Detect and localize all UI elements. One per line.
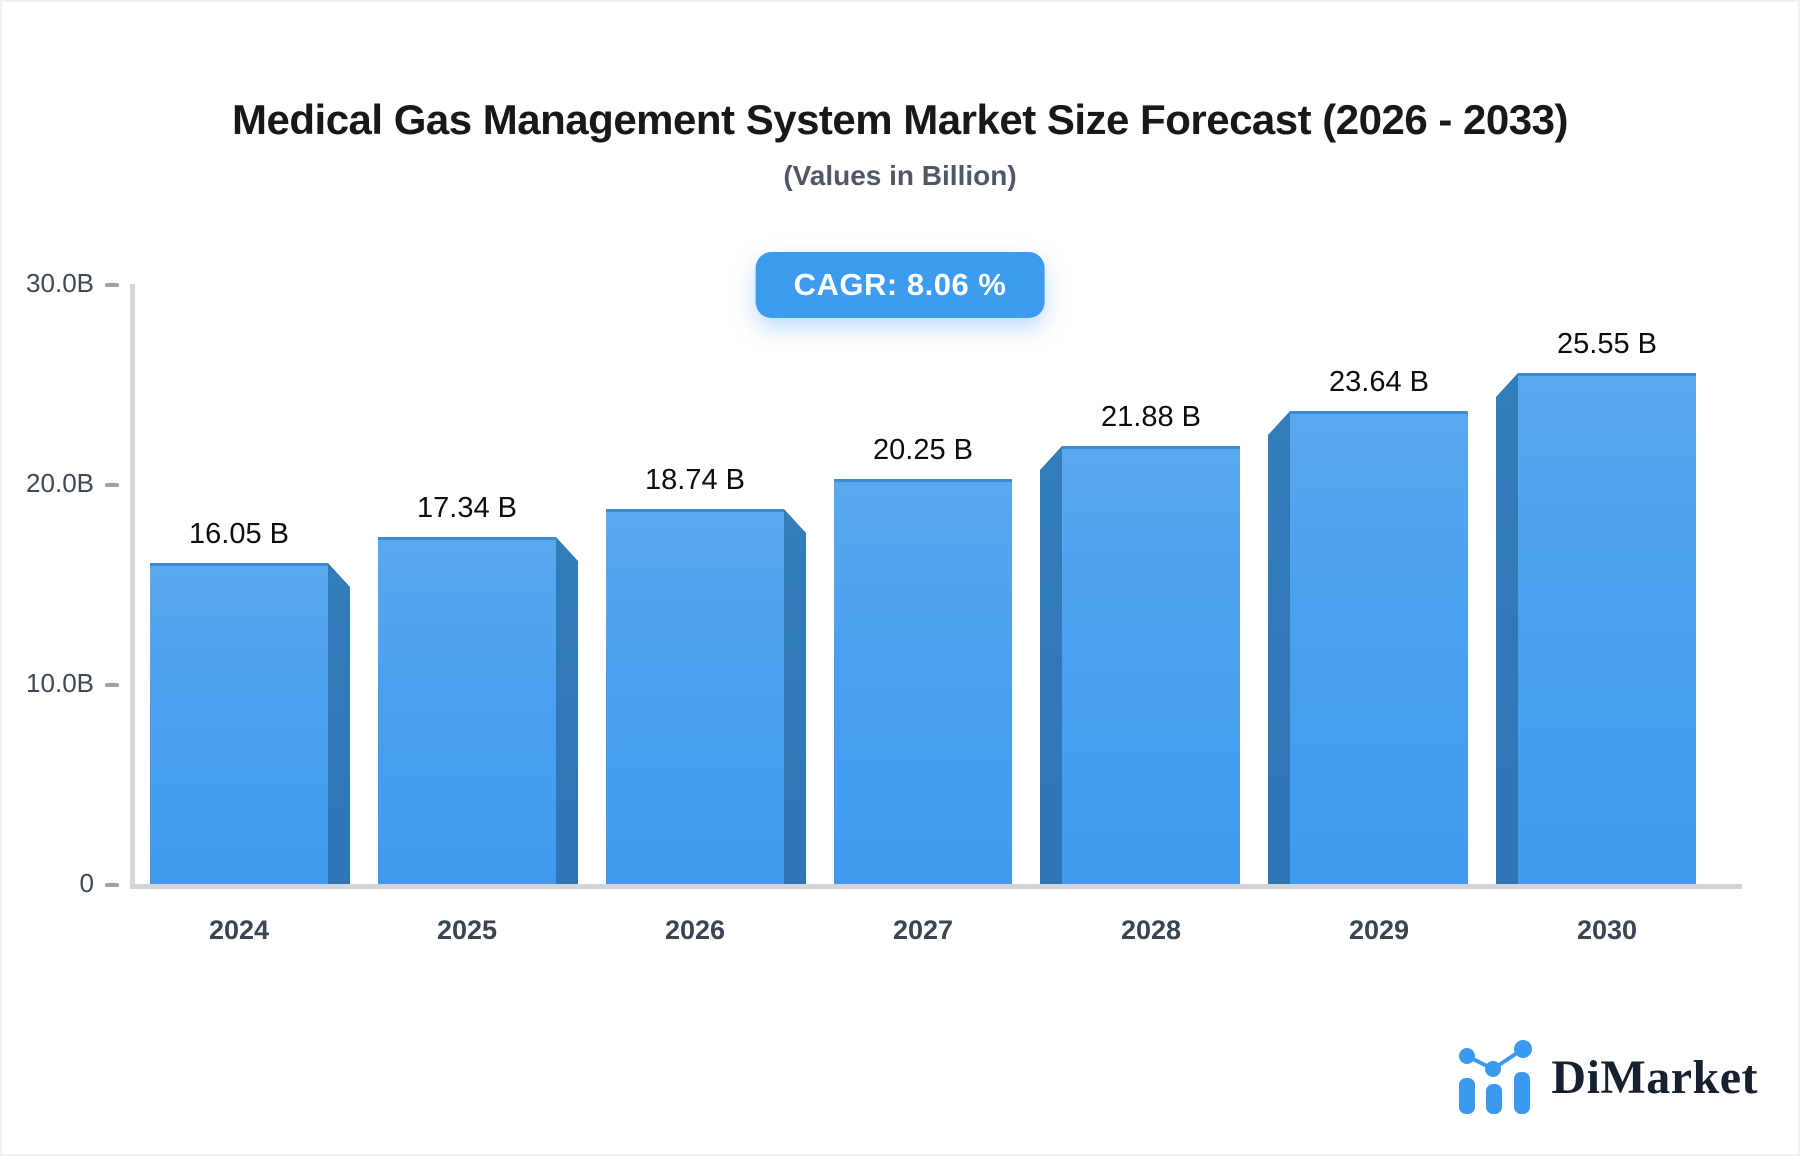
x-axis-label-2030: 2030 [1576,915,1638,945]
bar-2029 [1290,411,1468,884]
y-tick-mark [105,483,119,487]
bar-value-label: 25.55 B [1557,328,1657,360]
x-axis-label-2028: 2028 [1120,915,1182,945]
bar-2026 [606,509,784,884]
chart-subtitle: (Values in Billion) [783,160,1017,191]
y-tick-mark [105,283,119,287]
bar-side-bevel [784,509,806,884]
x-axis-label-2027: 2027 [892,915,954,945]
x-axis-label-2029: 2029 [1348,915,1410,945]
y-axis-label: 20.0B [26,468,94,498]
bar-side-bevel [328,563,350,884]
y-axis-label: 0 [79,868,94,898]
bar-value-label: 18.74 B [645,464,745,496]
x-axis-label-2026: 2026 [664,915,726,945]
y-axis-label: 10.0B [26,668,94,698]
bar-2024 [150,563,328,884]
bar-side-bevel [1496,373,1518,884]
bar-value-label: 23.64 B [1329,366,1429,398]
bar-side-bevel [1268,411,1290,884]
brand-logo: DiMarket [1455,1036,1758,1118]
y-axis-label: 30.0B [26,268,94,298]
bar-2028 [1062,446,1240,884]
bar-value-label: 16.05 B [189,518,289,550]
bar-2030 [1518,373,1696,884]
bar-value-label: 21.88 B [1101,401,1201,433]
brand-chart-icon [1455,1036,1537,1118]
x-axis-label-2024: 2024 [208,915,270,945]
y-axis [130,284,135,889]
chart-title: Medical Gas Management System Market Siz… [232,96,1568,143]
bar-2025 [378,537,556,884]
bar-value-label: 20.25 B [873,434,973,466]
y-tick-mark [105,683,119,687]
bar-value-label: 17.34 B [417,492,517,524]
x-axis-label-2025: 2025 [436,915,498,945]
brand-name: DiMarket [1551,1050,1758,1104]
cagr-badge: CAGR: 8.06 % [755,252,1045,318]
y-tick-mark [105,883,119,887]
bar-side-bevel [1040,446,1062,884]
bar-side-bevel [556,537,578,884]
x-axis [130,884,1742,889]
bar-2027 [834,479,1012,884]
